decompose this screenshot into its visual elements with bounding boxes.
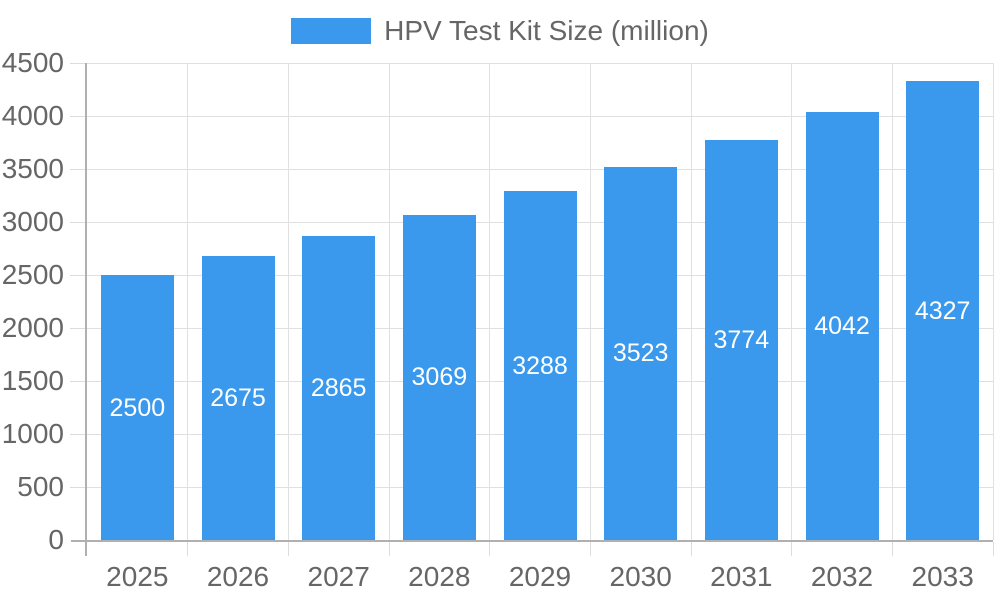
bar-2029[interactable]: [503, 191, 577, 540]
bar-2033[interactable]: [906, 81, 980, 540]
y-tick-label: 4000: [1, 100, 64, 131]
y-axis-tick: [70, 168, 85, 170]
y-axis-tick: [70, 115, 85, 117]
x-axis-tick: [992, 542, 994, 556]
x-tick-label: 2027: [307, 561, 370, 592]
y-tick-label: 3000: [1, 206, 64, 237]
bar-2028[interactable]: [402, 214, 476, 540]
bar-2026[interactable]: [201, 256, 275, 540]
bar-value-label: 4042: [814, 311, 870, 340]
y-tick-label: 2500: [1, 259, 64, 290]
bar-value-label: 2500: [109, 393, 166, 422]
y-axis-line: [85, 63, 87, 556]
legend-label: HPV Test Kit Size (million): [384, 15, 709, 46]
bar-value-label: 3774: [713, 325, 770, 354]
x-axis-tick: [589, 542, 591, 556]
legend-swatch: [291, 18, 372, 44]
x-axis-tick: [187, 542, 189, 556]
bar-2032[interactable]: [805, 111, 879, 540]
gridline: [388, 63, 390, 540]
gridline: [87, 62, 993, 64]
bar-value-label: 3523: [612, 339, 669, 368]
bar-2025[interactable]: [100, 275, 174, 540]
y-axis-tick: [70, 380, 85, 382]
x-axis-line: [71, 540, 993, 542]
y-axis-tick: [70, 433, 85, 435]
y-tick-label: 1000: [1, 418, 64, 449]
bar-2031[interactable]: [704, 139, 778, 540]
bar-value-label: 2675: [210, 384, 266, 413]
y-axis-tick: [70, 327, 85, 329]
gridline: [589, 63, 591, 540]
bar-value-label: 4327: [914, 296, 971, 325]
bar-2030[interactable]: [604, 166, 678, 540]
x-axis-tick: [791, 542, 793, 556]
y-tick-label: 0: [48, 524, 64, 555]
x-axis-tick: [388, 542, 390, 556]
gridline: [87, 168, 993, 170]
gridline: [87, 115, 993, 117]
y-tick-label: 500: [17, 471, 64, 502]
gridline: [791, 63, 793, 540]
x-tick-label: 2031: [710, 561, 773, 592]
x-tick-label: 2025: [106, 561, 169, 592]
bar-value-label: 2865: [310, 374, 367, 403]
legend-item[interactable]: HPV Test Kit Size (million): [291, 17, 709, 45]
x-tick-label: 2026: [206, 561, 270, 592]
y-tick-label: 3500: [1, 153, 64, 184]
legend: HPV Test Kit Size (million): [0, 17, 1000, 45]
x-axis-tick: [489, 542, 491, 556]
bar-value-label: 3069: [411, 363, 468, 392]
gridline: [187, 63, 189, 540]
gridline: [489, 63, 491, 540]
gridline: [891, 63, 893, 540]
y-axis-tick: [70, 486, 85, 488]
gridline: [287, 63, 289, 540]
gridline: [690, 63, 692, 540]
x-tick-label: 2032: [810, 561, 874, 592]
y-tick-label: 4500: [1, 47, 64, 78]
y-axis-tick: [70, 221, 85, 223]
x-tick-label: 2028: [408, 561, 471, 592]
y-axis-tick: [70, 62, 85, 64]
x-tick-label: 2033: [911, 561, 974, 592]
gridline: [992, 63, 994, 540]
y-axis-tick: [70, 274, 85, 276]
x-tick-label: 2030: [609, 561, 672, 592]
y-tick-label: 2000: [1, 312, 64, 343]
y-tick-label: 1500: [1, 365, 64, 396]
x-axis-tick: [690, 542, 692, 556]
x-axis-tick: [287, 542, 289, 556]
x-tick-label: 2029: [508, 561, 572, 592]
x-axis-tick: [891, 542, 893, 556]
bar-value-label: 3288: [512, 351, 568, 380]
bar-2027[interactable]: [302, 236, 376, 540]
